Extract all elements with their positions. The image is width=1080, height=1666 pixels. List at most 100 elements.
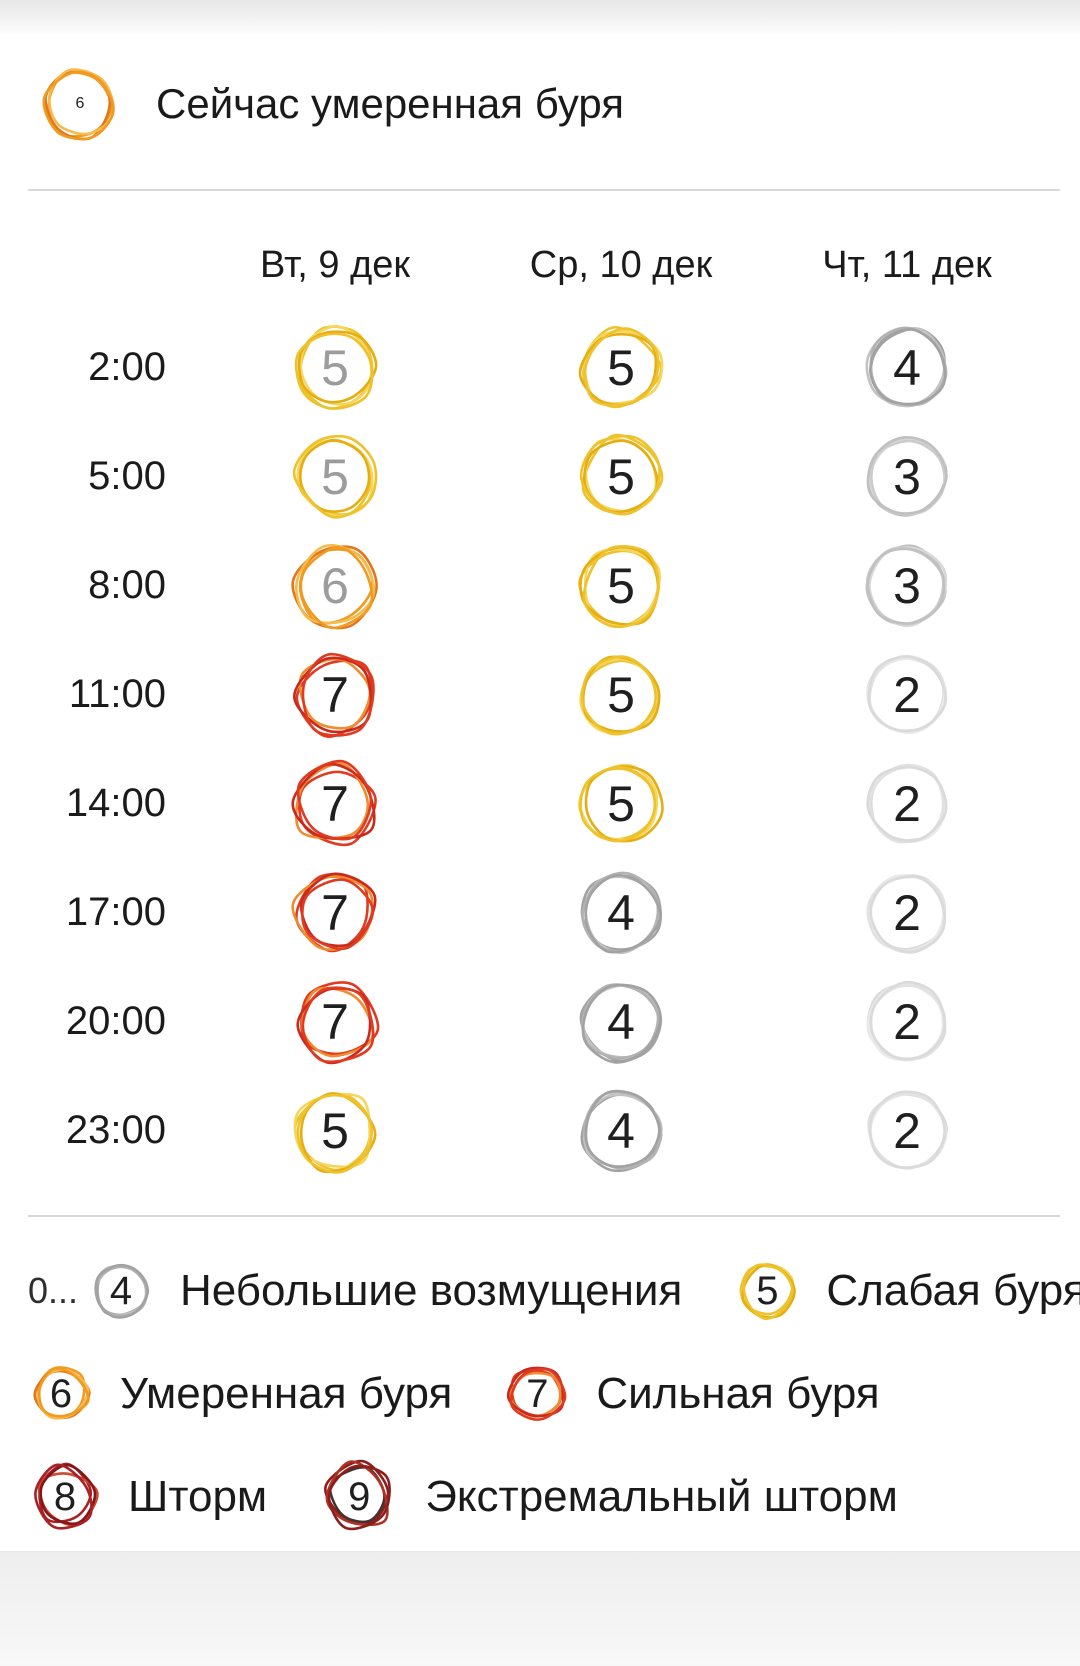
kp-value: 3: [893, 557, 921, 614]
legend-kp-icon: 5: [734, 1258, 800, 1324]
legend-label: Слабая буря: [826, 1265, 1080, 1315]
divider-bottom: [28, 1215, 1060, 1217]
kp-value: 7: [321, 884, 349, 941]
forecast-cell-kp: 6: [285, 536, 385, 636]
scribble-circle: [866, 980, 947, 1061]
scribble-circle: [578, 544, 661, 628]
time-label: 8:00: [88, 563, 166, 607]
kp-value: 5: [756, 1268, 779, 1313]
scribble-circle: [866, 654, 948, 734]
legend-item: 0... 4 Небольшие возмущения: [28, 1258, 682, 1324]
forecast-cell-kp: 3: [857, 536, 957, 636]
scribble-circle: [507, 1366, 567, 1421]
scribble-circle: [94, 1263, 150, 1319]
forecast-cell-kp: 5: [571, 318, 671, 418]
legend-item: 5 Слабая буря: [734, 1258, 1080, 1324]
legend-kp-icon: 6: [28, 1361, 94, 1427]
legend-row: 6 Умеренная буря 7 Сильная буря: [28, 1342, 1080, 1445]
kp-value: 4: [607, 884, 635, 941]
forecast-cell-kp: 5: [285, 1081, 385, 1181]
legend-label: Умеренная буря: [120, 1368, 453, 1418]
kp-value: 5: [321, 448, 349, 505]
scribble-circle: [296, 980, 380, 1064]
scribble-circle: [739, 1262, 797, 1320]
forecast-cell-kp: 4: [571, 972, 671, 1072]
kp-value: 2: [893, 1102, 921, 1159]
kp-value: 7: [321, 993, 349, 1050]
time-label: 14:00: [65, 781, 166, 825]
legend-label: Экстремальный шторм: [425, 1471, 898, 1521]
forecast-cell-kp: 5: [571, 645, 671, 745]
scribble-circle: [580, 871, 662, 954]
current-kp-icon: 6: [36, 60, 124, 148]
time-label: 20:00: [65, 999, 166, 1043]
forecast-cell-kp: 4: [571, 1081, 671, 1181]
kp-value: 5: [607, 339, 635, 396]
forecast-cell-kp: 2: [857, 863, 957, 963]
current-status: 6 Сейчас умеренная буря: [0, 34, 1080, 148]
kp-value: 7: [321, 775, 349, 832]
kp-value: 4: [109, 1268, 133, 1313]
forecast-cell-kp: 5: [285, 318, 385, 418]
scribble-circle: [865, 543, 948, 627]
forecast-cell-kp: 2: [857, 754, 957, 854]
scribble-circle: [292, 434, 378, 519]
scribble-circle: [580, 1089, 663, 1172]
forecast-cell-kp: 7: [285, 863, 385, 963]
scribble-circle: [866, 873, 947, 954]
scribble-circle: [293, 1091, 377, 1174]
forecast-cell-kp: 7: [285, 972, 385, 1072]
legend-kp-icon: 9: [319, 1457, 399, 1537]
bottom-area: [0, 1551, 1080, 1666]
divider-top: [28, 189, 1060, 191]
kp-value: 8: [53, 1474, 77, 1519]
column-header-day2: Ср, 10 дек: [529, 243, 713, 286]
time-label: 2:00: [88, 345, 166, 389]
legend-kp-icon: 7: [504, 1361, 570, 1427]
top-card-shadow: [0, 0, 1080, 34]
scribble-circle: [865, 325, 948, 407]
kp-value: 2: [893, 884, 921, 941]
scribble-circle: [867, 1090, 948, 1170]
scribble-circle: [579, 982, 663, 1064]
scribble-circle: [33, 1365, 91, 1420]
scribble-circle: [579, 433, 664, 515]
forecast-cell-kp: 4: [571, 863, 671, 963]
current-kp-value: 6: [75, 95, 85, 112]
kp-value: 4: [607, 1102, 635, 1159]
kp-value: 5: [607, 557, 635, 614]
kp-value: 5: [321, 1102, 349, 1159]
kp-value: 5: [607, 666, 635, 723]
kp-value: 7: [526, 1371, 549, 1416]
forecast-cell-kp: 5: [571, 536, 671, 636]
forecast-cell-kp: 3: [857, 427, 957, 527]
legend-item: 7 Сильная буря: [504, 1361, 880, 1427]
column-header-day1: Вт, 9 дек: [259, 243, 410, 286]
legend-kp-icon: 4: [88, 1258, 154, 1324]
current-status-label: Сейчас умеренная буря: [156, 80, 624, 127]
legend-kp-icon: 8: [28, 1460, 102, 1534]
forecast-cell-kp: 2: [857, 1081, 957, 1181]
scribble-circle: [292, 652, 375, 738]
scribble-circle: [294, 324, 378, 410]
time-label: 23:00: [65, 1108, 166, 1152]
scribble-circle: [866, 763, 948, 843]
forecast-cell-kp: 5: [571, 427, 671, 527]
kp-value: 2: [893, 993, 921, 1050]
column-header-day3: Чт, 11 дек: [822, 243, 992, 286]
forecast-cell-kp: 4: [857, 318, 957, 418]
time-label: 5:00: [88, 454, 166, 498]
forecast-cell-kp: 5: [285, 427, 385, 527]
scribble-circle: [578, 325, 664, 408]
time-label: 17:00: [65, 890, 166, 934]
legend-row: 8 Шторм 9 Экстремальный шторм: [28, 1445, 1080, 1548]
forecast-cell-kp: 2: [857, 645, 957, 745]
kp-value: 2: [893, 775, 921, 832]
forecast-cell-kp: 7: [285, 645, 385, 745]
legend-item: 6 Умеренная буря: [28, 1361, 452, 1427]
kp-value: 4: [893, 339, 921, 396]
forecast-table: Вт, 9 дек Ср, 10 дек Чт, 11 дек 2:00 5 5 4 5…: [0, 191, 1080, 1185]
scribble-circle: [42, 68, 115, 141]
legend-range-prefix: 0...: [28, 1269, 79, 1311]
